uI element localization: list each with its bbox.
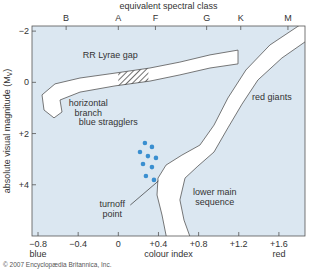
annotation: point bbox=[103, 209, 123, 219]
top-axis-title: equivalent spectral class bbox=[119, 1, 218, 11]
blue-straggler-point bbox=[154, 156, 159, 161]
x-tick-label: −0.8 bbox=[29, 239, 47, 249]
top-tick bbox=[206, 26, 207, 30]
y-axis-title-text: absolute visual magnitude (M bbox=[2, 76, 12, 193]
x-tick bbox=[38, 232, 39, 236]
annotation: RR Lyrae gap bbox=[83, 50, 138, 60]
annotation: horizontal bbox=[69, 98, 108, 108]
spectral-class-label: A bbox=[115, 13, 121, 23]
top-tick bbox=[118, 26, 119, 30]
y-tick bbox=[32, 31, 36, 32]
y-tick-label: −2 bbox=[19, 26, 29, 36]
blue-straggler-point bbox=[152, 178, 157, 183]
x-tick-label: 0 bbox=[116, 239, 121, 249]
x-end-label: blue bbox=[30, 249, 47, 259]
top-tick bbox=[155, 26, 156, 30]
blue-straggler-point bbox=[150, 165, 155, 170]
blue-straggler-point bbox=[141, 162, 146, 167]
annotation: red giants bbox=[252, 92, 292, 102]
annotation: lower main bbox=[193, 187, 237, 197]
spectral-class-label: F bbox=[153, 13, 159, 23]
spectral-class-label: M bbox=[284, 13, 292, 23]
annotation: turnoff bbox=[100, 199, 126, 209]
spectral-class-label: G bbox=[203, 13, 210, 23]
x-tick bbox=[238, 232, 239, 236]
y-tick-label: 0 bbox=[24, 77, 29, 87]
annotation: blue stragglers bbox=[79, 117, 139, 127]
x-tick-label: +1.2 bbox=[230, 239, 248, 249]
x-tick bbox=[78, 232, 79, 236]
x-tick-label: +0.8 bbox=[190, 239, 208, 249]
top-tick bbox=[66, 26, 67, 30]
top-tick bbox=[287, 26, 288, 30]
x-tick bbox=[158, 232, 159, 236]
blue-straggler-point bbox=[144, 174, 149, 179]
top-tick bbox=[240, 26, 241, 30]
plot-area bbox=[42, 26, 305, 236]
annotation: sequence bbox=[195, 197, 234, 207]
y-tick bbox=[32, 133, 36, 134]
blue-straggler-point bbox=[143, 141, 148, 146]
x-tick bbox=[198, 232, 199, 236]
x-tick bbox=[118, 232, 119, 236]
y-tick-label: +2 bbox=[19, 129, 29, 139]
y-tick-label: +4 bbox=[19, 180, 29, 190]
branch-region bbox=[42, 50, 238, 118]
x-tick-label: +1.6 bbox=[270, 239, 288, 249]
x-axis-title: colour index bbox=[144, 249, 193, 259]
rr-lyrae-gap bbox=[118, 68, 148, 85]
y-axis-title: absolute visual magnitude (MV) bbox=[2, 69, 13, 193]
spectral-class-label: B bbox=[63, 13, 69, 23]
y-tick bbox=[32, 184, 36, 185]
blue-straggler-point bbox=[150, 145, 155, 150]
chart: −0.8 −0.4 0 +0.4 +0.8 +1.2 +1.6 −2 0 +2 +4 B A F G K Meq… bbox=[0, 0, 315, 269]
y-tick bbox=[32, 82, 36, 83]
x-tick-label: −0.4 bbox=[69, 239, 87, 249]
copyright: © 2007 Encyclopædia Britannica, Inc. bbox=[3, 261, 112, 269]
blue-straggler-point bbox=[138, 150, 143, 155]
annotation-pointer bbox=[130, 181, 158, 205]
x-tick bbox=[278, 232, 279, 236]
blue-straggler-point bbox=[146, 154, 151, 159]
plot-frame bbox=[32, 26, 305, 236]
spectral-class-label: K bbox=[238, 13, 244, 23]
x-end-label: red bbox=[272, 249, 285, 259]
x-tick-label: +0.4 bbox=[150, 239, 168, 249]
y-axis-title-suffix: ) bbox=[2, 69, 12, 72]
